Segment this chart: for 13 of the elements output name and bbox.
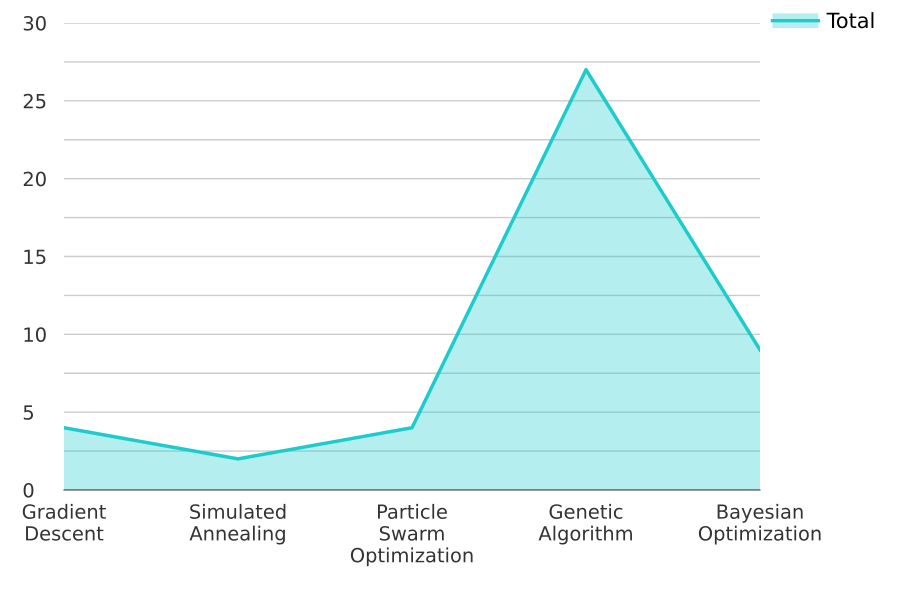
y-tick-label: 15 <box>24 250 46 264</box>
y-tick-label: 5 <box>24 405 34 420</box>
y-tick-label: 20 <box>24 172 46 186</box>
x-tick-label: Genetic Algorithm <box>538 504 632 544</box>
x-tick-label: Gradient Descent <box>22 504 106 541</box>
y-tick-label: 0 <box>24 482 34 498</box>
x-tick-label: Particle Swarm Optimization <box>350 504 473 566</box>
x-tick-label: Bayesian Optimization <box>698 504 821 544</box>
y-tick-label: 25 <box>24 94 46 108</box>
x-tick-label: Simulated Annealing <box>190 504 286 544</box>
y-tick-label: 30 <box>24 16 46 31</box>
y-tick-label: 10 <box>24 327 46 342</box>
legend-label: Total <box>826 12 874 28</box>
